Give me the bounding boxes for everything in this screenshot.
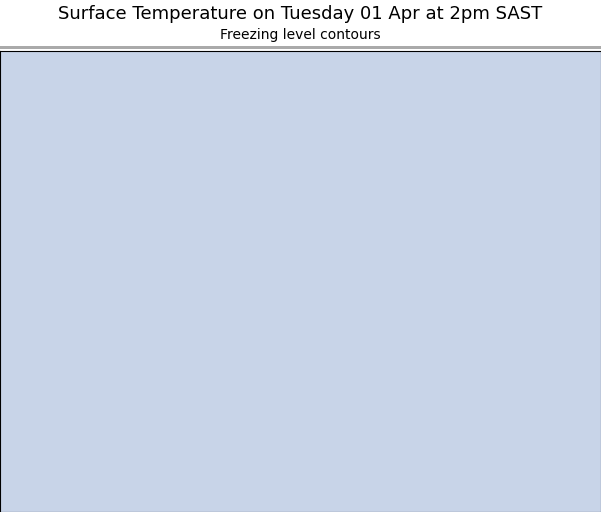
Text: Freezing level contours: Freezing level contours — [220, 28, 381, 41]
Text: Surface Temperature on Tuesday 01 Apr at 2pm SAST: Surface Temperature on Tuesday 01 Apr at… — [58, 5, 543, 23]
